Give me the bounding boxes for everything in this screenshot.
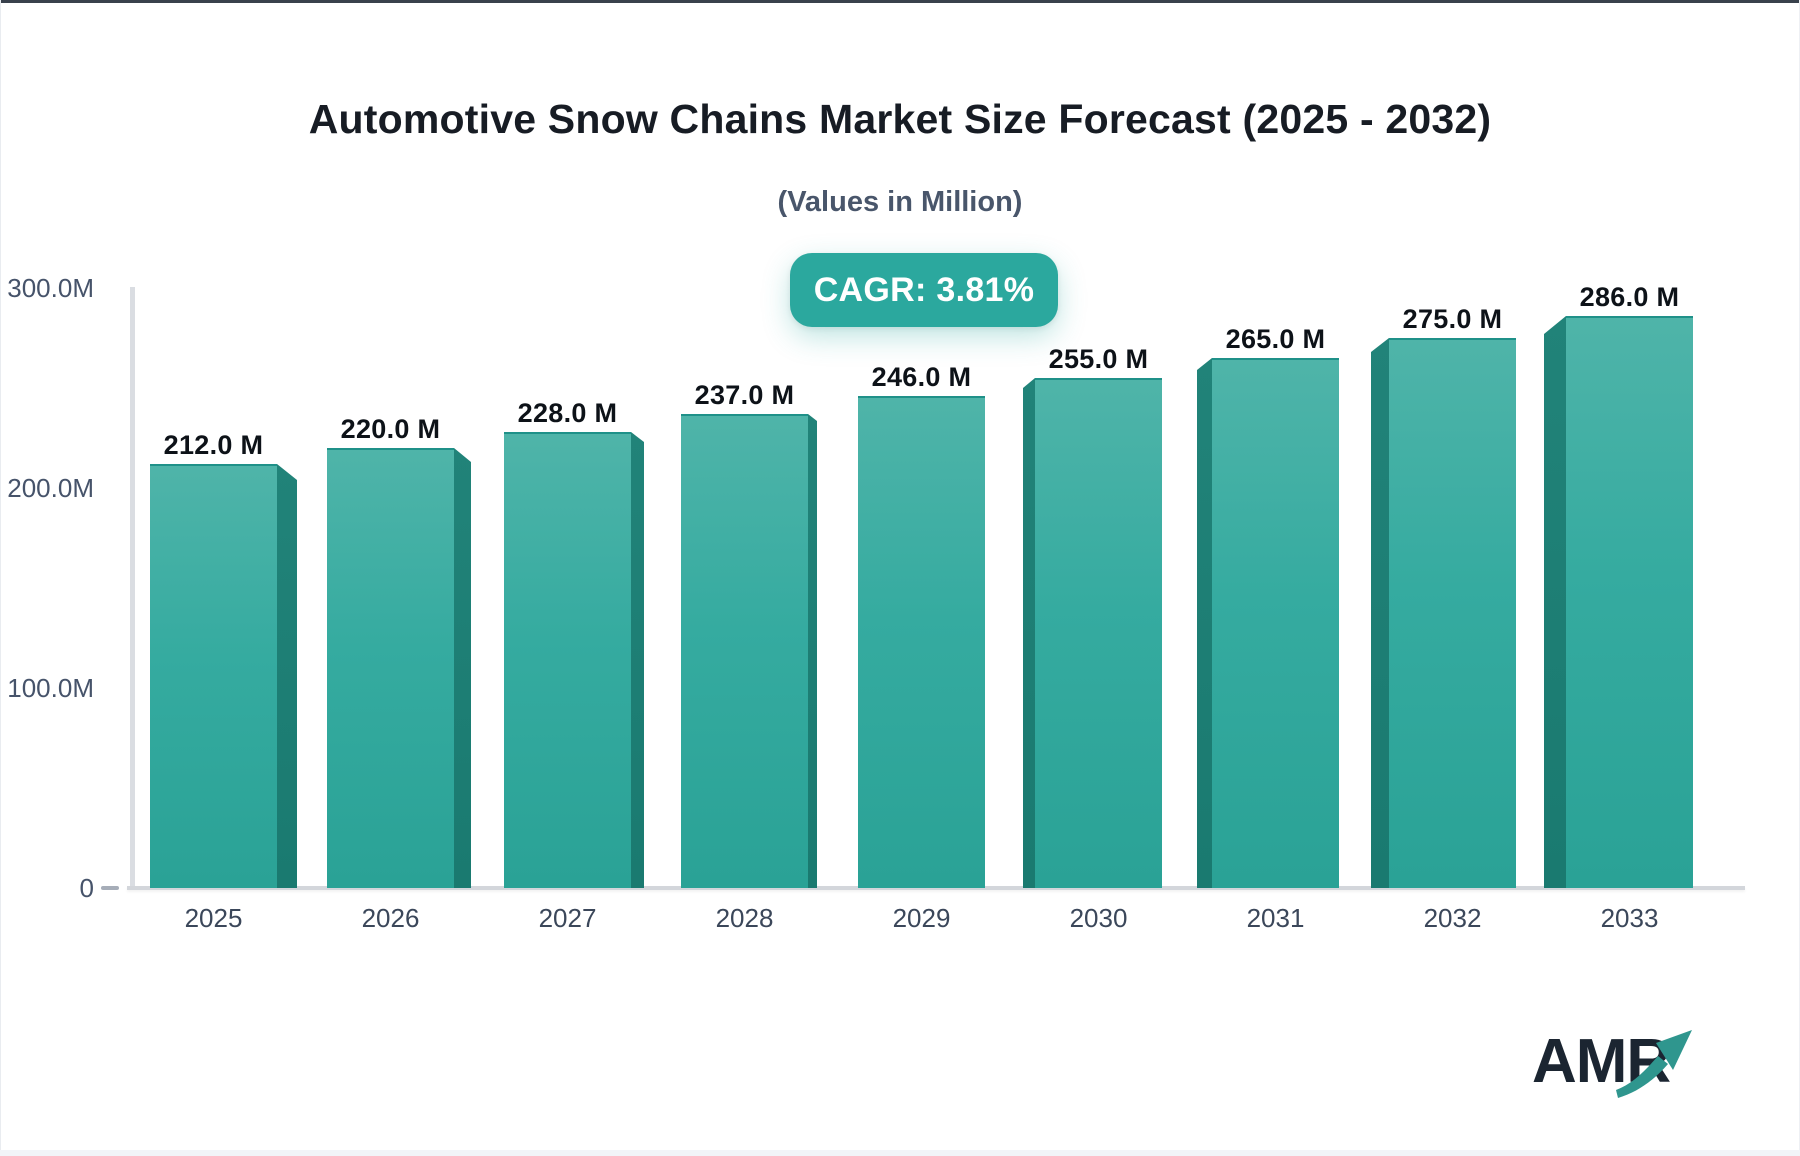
chart-subtitle: (Values in Million): [777, 186, 1023, 218]
bar-value-label: 237.0 M: [694, 380, 795, 410]
amr-logo: AMR: [1532, 1027, 1692, 1098]
bar-2029: [858, 396, 985, 888]
y-axis-line: [130, 287, 135, 888]
x-tick-label: 2028: [715, 903, 774, 933]
amr-logo-text: AMR: [1532, 1027, 1670, 1096]
x-tick-label: 2025: [184, 903, 243, 933]
x-tick-label: 2032: [1423, 903, 1482, 933]
x-tick-label: 2033: [1600, 903, 1659, 933]
bar-value-label: 228.0 M: [517, 398, 618, 428]
bar-2032: [1389, 338, 1516, 888]
bottom-border: [0, 1150, 1800, 1156]
x-tick-label: 2027: [538, 903, 597, 933]
bar-value-label: 220.0 M: [340, 414, 441, 444]
top-border: [0, 0, 1800, 3]
y-tick-label: 200.0M: [7, 473, 94, 503]
bar-2033: [1566, 316, 1693, 888]
chart-title: Automotive Snow Chains Market Size Forec…: [308, 96, 1492, 142]
bar-side-panel: [454, 448, 471, 888]
zero-tick-dash: [101, 886, 119, 890]
bar-side-panel: [1023, 378, 1035, 888]
bar-2027: [504, 432, 631, 888]
left-border: [0, 0, 1, 1156]
y-tick-label: 300.0M: [7, 273, 94, 303]
growth-arrow-icon: [1616, 1056, 1668, 1098]
cagr-badge: CAGR: 3.81%: [790, 253, 1058, 327]
bar-value-label: 286.0 M: [1579, 282, 1680, 312]
x-tick-label: 2029: [892, 903, 951, 933]
bar-side-panel: [808, 414, 817, 888]
bar-side-panel: [1197, 358, 1212, 888]
bar-side-panel: [1544, 316, 1566, 888]
bar-value-label: 246.0 M: [871, 362, 972, 392]
cagr-badge-label: CAGR: 3.81%: [813, 270, 1035, 309]
bar-2026: [327, 448, 454, 888]
bar-2031: [1212, 358, 1339, 888]
bar-2030: [1035, 378, 1162, 888]
bar-value-label: 275.0 M: [1402, 304, 1503, 334]
x-tick-label: 2030: [1069, 903, 1128, 933]
y-tick-label: 100.0M: [7, 673, 94, 703]
bar-side-panel: [277, 464, 297, 888]
y-tick-label: 0: [79, 873, 94, 903]
bar-2025: [150, 464, 277, 888]
bar-2028: [681, 414, 808, 888]
bar-side-panel: [631, 432, 644, 888]
bar-side-panel: [1371, 338, 1389, 888]
bar-value-label: 255.0 M: [1048, 344, 1149, 374]
bar-value-label: 212.0 M: [163, 430, 264, 460]
bar-value-label: 265.0 M: [1225, 324, 1326, 354]
x-tick-label: 2026: [361, 903, 420, 933]
x-axis-baseline: [127, 886, 1745, 890]
growth-arrowhead-icon: [1656, 1030, 1692, 1070]
x-tick-label: 2031: [1246, 903, 1305, 933]
